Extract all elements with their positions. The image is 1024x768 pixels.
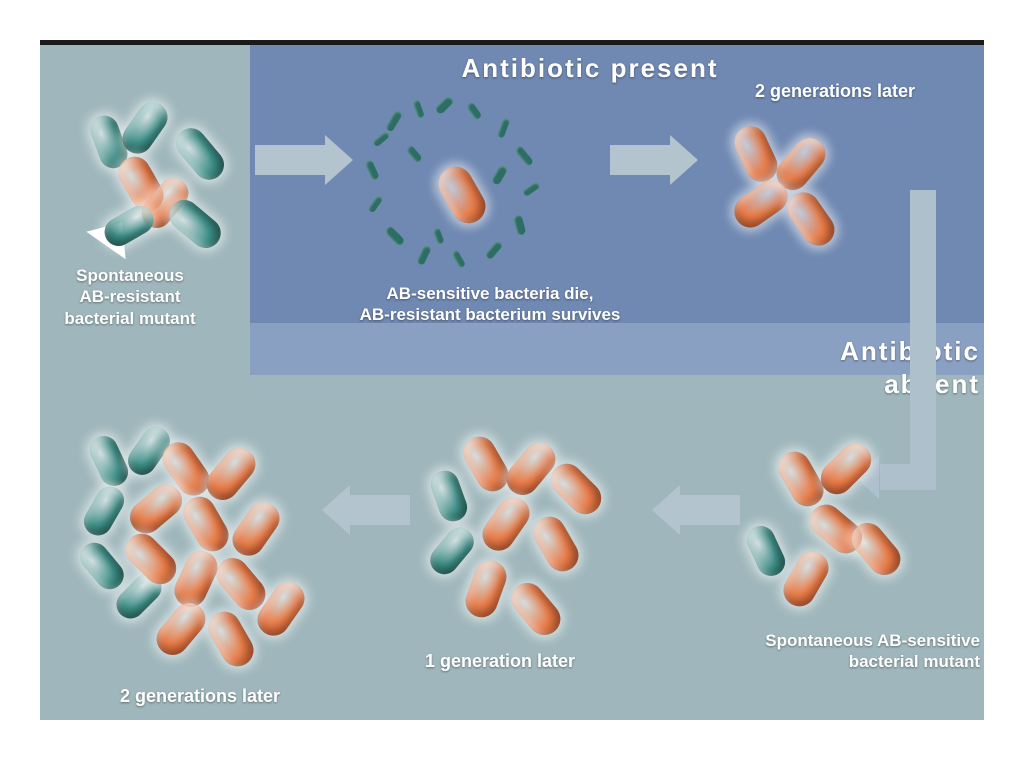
label-one_gen: 1 generation later xyxy=(380,650,620,673)
label-title_absent: Antibiotic absent xyxy=(810,335,980,400)
label-spont_resistant: Spontaneous AB-resistant bacterial mutan… xyxy=(30,265,230,329)
label-two_gen_top: 2 generations later xyxy=(720,80,950,103)
panel-black_bar xyxy=(40,40,984,45)
label-two_gen_bottom: 2 generations later xyxy=(80,685,320,708)
label-sensitive_die: AB-sensitive bacteria die, AB-resistant … xyxy=(300,283,680,326)
label-spont_sensitive: Spontaneous AB-sensitive bacterial mutan… xyxy=(680,630,980,673)
diagram-stage: Antibiotic present2 generations laterSpo… xyxy=(40,40,984,720)
label-title_present: Antibiotic present xyxy=(430,52,750,85)
